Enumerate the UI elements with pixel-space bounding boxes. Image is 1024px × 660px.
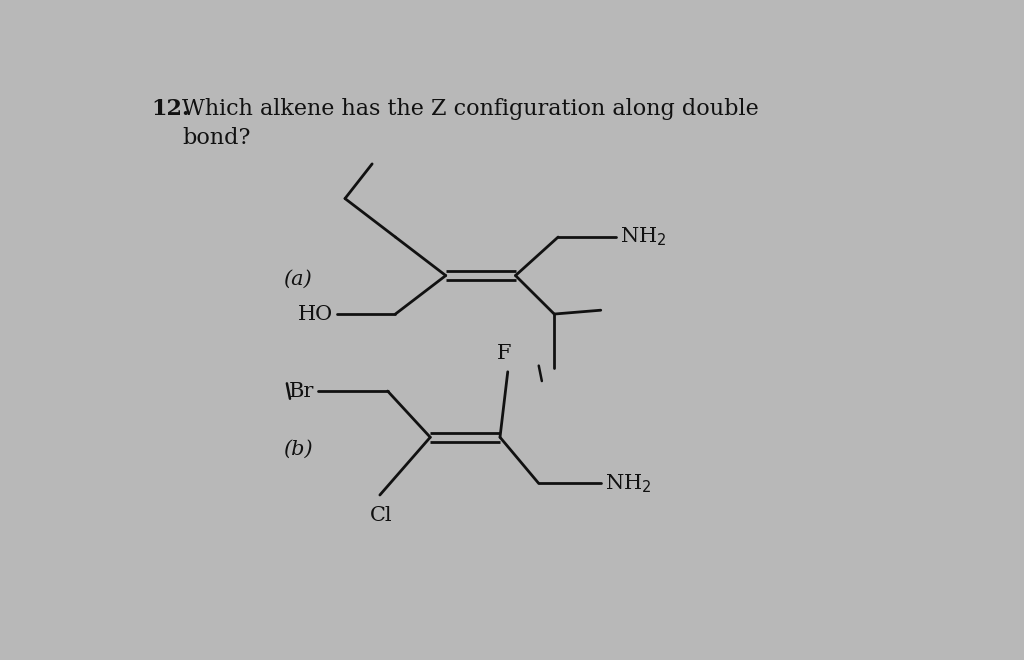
Text: NH$_2$: NH$_2$ [621,226,667,248]
Text: Which alkene has the Z configuration along double: Which alkene has the Z configuration alo… [182,98,759,121]
Text: F: F [497,344,511,362]
Text: Cl: Cl [370,506,393,525]
Text: bond?: bond? [182,127,251,149]
Text: HO: HO [298,304,334,323]
Text: NH$_2$: NH$_2$ [604,472,651,495]
Text: (b): (b) [283,440,312,458]
Text: Br: Br [289,381,314,401]
Text: (a): (a) [283,270,311,289]
Text: 12.: 12. [152,98,189,121]
